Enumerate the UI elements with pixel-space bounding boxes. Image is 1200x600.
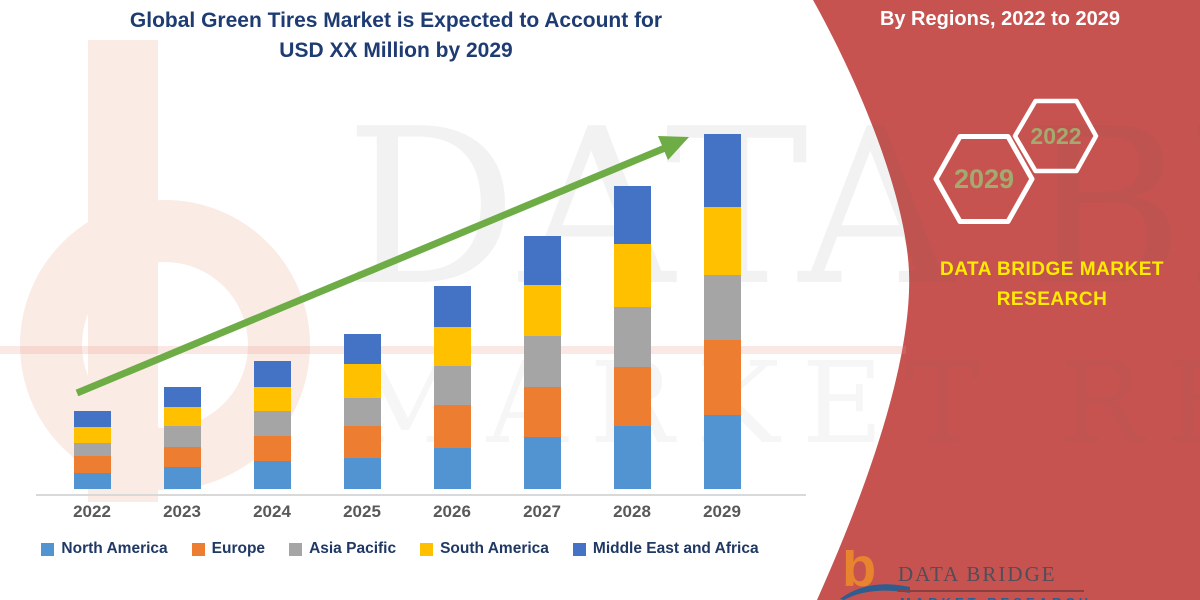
- bar-segment: [163, 426, 201, 447]
- bar-segment: [163, 447, 201, 467]
- bar-segment: [613, 244, 651, 307]
- footer-logo-line2: MARKET RESEARCH: [900, 595, 1092, 600]
- bar-segment: [613, 186, 651, 244]
- bar-segment: [523, 437, 561, 489]
- bar-segment: [343, 398, 381, 426]
- bar-segment: [253, 436, 291, 461]
- bar-segment: [73, 427, 111, 443]
- legend-item: South America: [420, 540, 549, 558]
- bar-segment: [433, 366, 471, 405]
- bar-segment: [343, 426, 381, 458]
- x-axis-label: 2026: [433, 502, 471, 521]
- panel-brand-text: DATA BRIDGE MARKET RESEARCH: [928, 255, 1176, 315]
- background-watermark-text: DATA BRIDGE: [345, 82, 1200, 333]
- footer-logo: b DATA BRIDGE MARKET RESEARCH: [840, 550, 1180, 600]
- x-axis-label: 2022: [73, 502, 111, 521]
- bar-segment: [163, 467, 201, 489]
- bar-2023: [163, 387, 201, 489]
- footer-logo-swoosh-icon: [840, 584, 910, 600]
- bar-segment: [343, 334, 381, 364]
- background-watermark-text-2: MARKET RESEARCH: [350, 339, 1200, 469]
- bar-segment: [703, 340, 741, 415]
- bar-segment: [703, 207, 741, 275]
- bar-segment: [613, 367, 651, 426]
- legend-item: Middle East and Africa: [572, 540, 759, 558]
- legend-swatch: [289, 543, 303, 556]
- x-axis-label: 2023: [163, 502, 201, 521]
- bar-segment: [613, 426, 651, 489]
- x-axis-label: 2027: [523, 502, 561, 521]
- bar-2025: [343, 334, 381, 489]
- bar-segment: [523, 336, 561, 387]
- legend-label: Middle East and Africa: [592, 540, 759, 557]
- bar-segment: [433, 448, 471, 489]
- bar-segment: [703, 415, 741, 489]
- legend-label: North America: [61, 540, 168, 557]
- x-axis-label: 2028: [613, 502, 651, 521]
- hexagon-2022: [1012, 98, 1099, 174]
- bar-segment: [703, 275, 741, 340]
- legend-item: Asia Pacific: [289, 540, 396, 558]
- bar-segment: [433, 405, 471, 448]
- legend-swatch: [420, 543, 434, 556]
- bar-segment: [433, 286, 471, 327]
- bar-segment: [343, 458, 381, 489]
- legend-item: North America: [41, 540, 168, 558]
- bar-segment: [703, 134, 741, 207]
- legend-swatch: [41, 543, 55, 556]
- footer-logo-line1: DATA BRIDGE: [898, 562, 1057, 586]
- bar-segment: [523, 236, 561, 285]
- legend-label: Asia Pacific: [309, 540, 397, 557]
- x-axis-label: 2025: [343, 502, 381, 521]
- legend-label: South America: [440, 540, 549, 557]
- chart-title-line1: Global Green Tires Market is Expected to…: [129, 9, 663, 32]
- chart-legend: North America Europe Asia Pacific South Ame…: [0, 540, 800, 558]
- chart-title: Global Green Tires Market is Expected to…: [28, 6, 764, 66]
- trend-arrow-head: [658, 136, 689, 160]
- hexagon-2029: [933, 134, 1035, 224]
- chart-title-line2: USD XX Million by 2029: [279, 39, 513, 62]
- panel-subtitle: By Regions, 2022 to 2029: [879, 8, 1121, 30]
- bar-segment: [163, 407, 201, 426]
- legend-swatch: [191, 543, 205, 556]
- bar-segment: [253, 411, 291, 436]
- bar-2026: [433, 286, 471, 489]
- x-axis-label: 2029: [703, 502, 741, 521]
- bar-segment: [253, 361, 291, 387]
- legend-item: Europe: [191, 540, 266, 558]
- x-axis-line: [36, 494, 806, 496]
- bar-segment: [253, 387, 291, 411]
- bar-segment: [73, 473, 111, 489]
- bar-2027: [523, 236, 561, 489]
- hexagon-2029-label: 2029: [954, 164, 1014, 194]
- bar-2024: [253, 361, 291, 489]
- bar-segment: [613, 307, 651, 367]
- bar-segment: [523, 387, 561, 437]
- bar-segment: [433, 327, 471, 366]
- bar-segment: [523, 285, 561, 336]
- bar-2029: [703, 134, 741, 489]
- legend-label: Europe: [211, 540, 266, 557]
- panel-brand-line1: DATA BRIDGE MARKET: [940, 259, 1164, 280]
- bar-segment: [73, 443, 111, 456]
- footer-logo-divider: [898, 590, 1084, 592]
- bar-segment: [343, 364, 381, 398]
- legend-swatch: [572, 543, 586, 556]
- bar-2022: [73, 411, 111, 489]
- bar-2028: [613, 186, 651, 489]
- bar-segment: [73, 456, 111, 473]
- bar-segment: [73, 411, 111, 427]
- panel-brand-line2: RESEARCH: [996, 289, 1108, 310]
- bar-segment: [253, 461, 291, 489]
- hexagon-2022-label: 2022: [1030, 123, 1081, 149]
- x-axis-label: 2024: [253, 502, 291, 521]
- bar-segment: [163, 387, 201, 407]
